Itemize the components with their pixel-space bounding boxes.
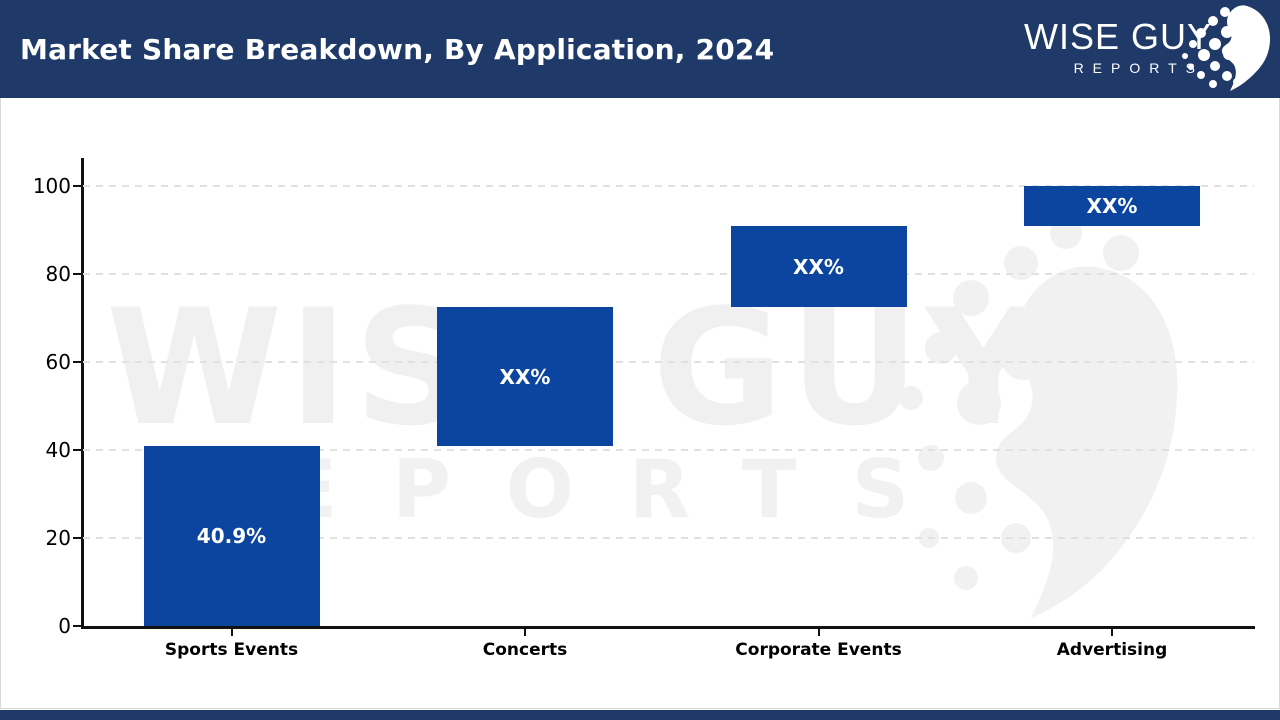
y-tick-label: 0 <box>58 614 71 638</box>
chart-area: WISE GUY REPORTS 0 20 40 60 80 100 40.9% Sports… <box>0 98 1280 709</box>
x-category-label-sports-events: Sports Events <box>164 640 299 660</box>
bar-advertising: XX% <box>1024 186 1200 227</box>
x-category-label-corporate-events: Corporate Events <box>735 640 902 660</box>
gridline-40 <box>83 449 1254 451</box>
y-tick-label: 60 <box>45 350 71 374</box>
logo-wordmark: WISE GUY <box>1023 16 1212 57</box>
y-tick-label: 40 <box>45 438 71 462</box>
y-tick-mark-40 <box>73 449 81 451</box>
y-tick-mark-0 <box>73 625 81 627</box>
x-tick-mark-concerts <box>524 629 526 636</box>
gridline-60 <box>83 361 1254 363</box>
wise-guy-face-icon <box>1182 5 1271 91</box>
bar-concerts: XX% <box>437 307 613 447</box>
x-tick-mark-corporate-events <box>817 629 820 636</box>
bar-value-label: XX% <box>793 254 844 279</box>
y-tick-mark-60 <box>73 361 81 363</box>
watermark-face-dots-icon <box>899 217 1178 618</box>
gridline-100 <box>83 185 1254 187</box>
page-title: Market Share Breakdown, By Application, … <box>20 32 775 66</box>
x-category-label-concerts: Concerts <box>482 640 568 660</box>
bar-value-label: XX% <box>499 364 551 389</box>
y-tick-label: 20 <box>45 526 71 550</box>
gridline-80 <box>83 273 1254 275</box>
y-tick-mark-20 <box>73 537 81 539</box>
x-axis-line <box>81 626 1255 629</box>
header-band: Market Share Breakdown, By Application, … <box>0 0 1280 98</box>
bar-corporate-events: XX% <box>730 226 907 307</box>
x-tick-mark-sports-events <box>230 629 233 636</box>
bar-sports-events: 40.9% <box>143 446 320 626</box>
bar-value-label: 40.9% <box>196 524 267 548</box>
footer-band <box>0 710 1280 720</box>
y-tick-label: 100 <box>32 174 71 198</box>
y-tick-mark-80 <box>73 273 81 275</box>
logo-subtitle: REPORTS <box>1073 60 1204 76</box>
y-tick-label: 80 <box>45 262 71 286</box>
y-tick-mark-100 <box>73 185 81 187</box>
x-category-label-advertising: Advertising <box>1056 640 1168 660</box>
gridline-20 <box>83 537 1254 539</box>
y-axis-line <box>81 158 84 628</box>
bar-value-label: XX% <box>1086 194 1138 219</box>
x-tick-mark-advertising <box>1111 629 1113 636</box>
